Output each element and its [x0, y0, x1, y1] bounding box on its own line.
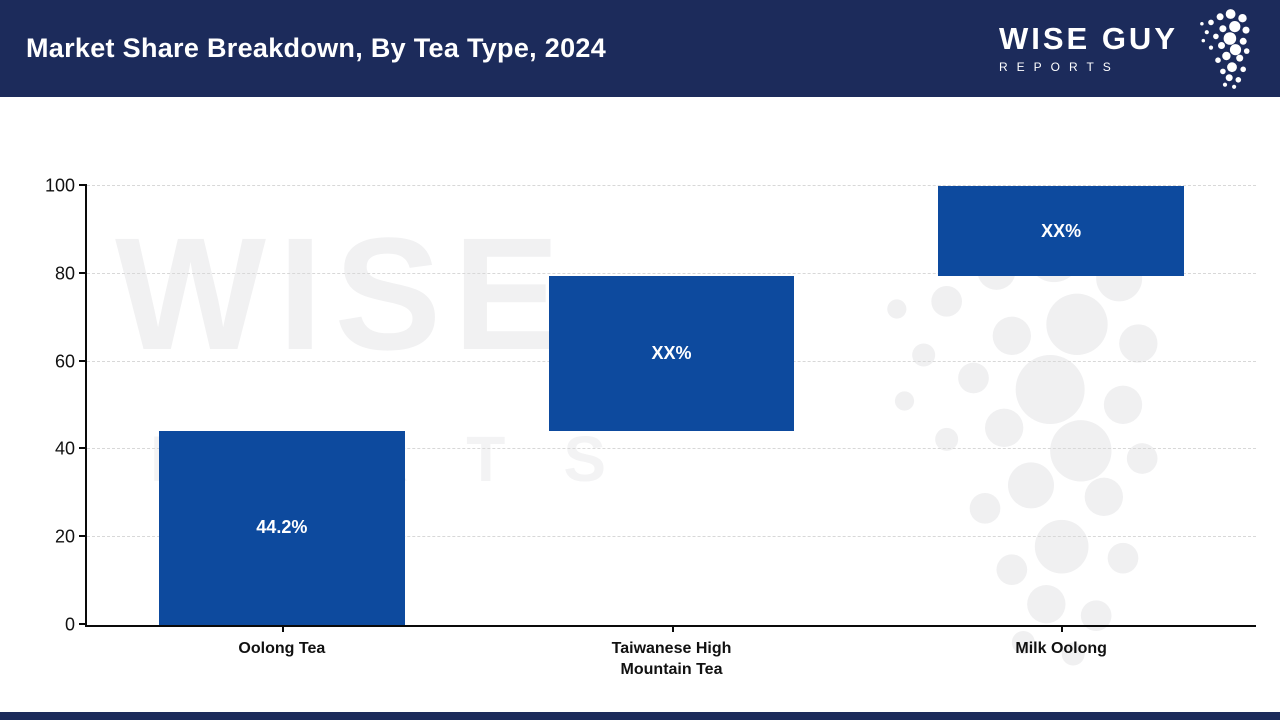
- wiseguy-head-icon: [1182, 7, 1254, 91]
- xtick-label-3: Milk Oolong: [1015, 640, 1107, 657]
- gridline-y20: [87, 536, 1256, 538]
- ytick-label-100: 100: [44, 175, 75, 196]
- ytick-label-20: 20: [54, 526, 75, 547]
- bar-value-label-1: 44.2%: [256, 517, 308, 538]
- ytick-mark-80: [79, 271, 87, 274]
- header-bar: Market Share Breakdown, By Tea Type, 202…: [0, 0, 1280, 97]
- gridline-y100: [87, 185, 1256, 186]
- wiseguy-logo: WISE GUY REPORTS: [999, 7, 1254, 91]
- chart-area: WISE RORTS 0 20 40 60 80 100 44.2% Oolong Tea XX…: [0, 97, 1280, 712]
- xtick-label-2: Taiwanese High Mountain Tea: [611, 640, 732, 678]
- logo-subtext: REPORTS: [998, 60, 1120, 74]
- xtick-mark-2: [671, 625, 674, 632]
- ytick-mark-100: [79, 184, 87, 186]
- footer-strip: [0, 712, 1280, 720]
- xtick-mark-3: [1061, 625, 1064, 632]
- logo-wordmark: WISE GUY: [998, 21, 1178, 56]
- ytick-mark-0: [79, 623, 87, 625]
- xtick-label-1: Oolong Tea: [238, 640, 326, 657]
- bar-2: XX%: [548, 276, 795, 431]
- plot-area: 0 20 40 60 80 100 44.2% Oolong Tea XX% Taiwanese …: [45, 176, 1256, 678]
- ytick-label-60: 60: [54, 351, 75, 372]
- gridline-y40: [87, 448, 1256, 450]
- ytick-mark-60: [79, 359, 87, 362]
- gridline-y80: [87, 272, 1256, 274]
- ytick-label-40: 40: [54, 438, 75, 459]
- wiseguy-logo-text: WISE GUY REPORTS: [999, 23, 1178, 74]
- bar-value-label-3: XX%: [1041, 220, 1082, 241]
- bar-1: 44.2%: [159, 430, 405, 625]
- ytick-mark-20: [79, 535, 87, 538]
- bar-3: XX%: [938, 186, 1184, 276]
- bar-value-label-2: XX%: [651, 342, 692, 363]
- page-title: Market Share Breakdown, By Tea Type, 202…: [26, 33, 607, 63]
- xtick-mark-1: [281, 625, 284, 632]
- ytick-label-80: 80: [54, 263, 75, 284]
- ytick-label-0: 0: [64, 614, 75, 635]
- ytick-mark-40: [79, 447, 87, 450]
